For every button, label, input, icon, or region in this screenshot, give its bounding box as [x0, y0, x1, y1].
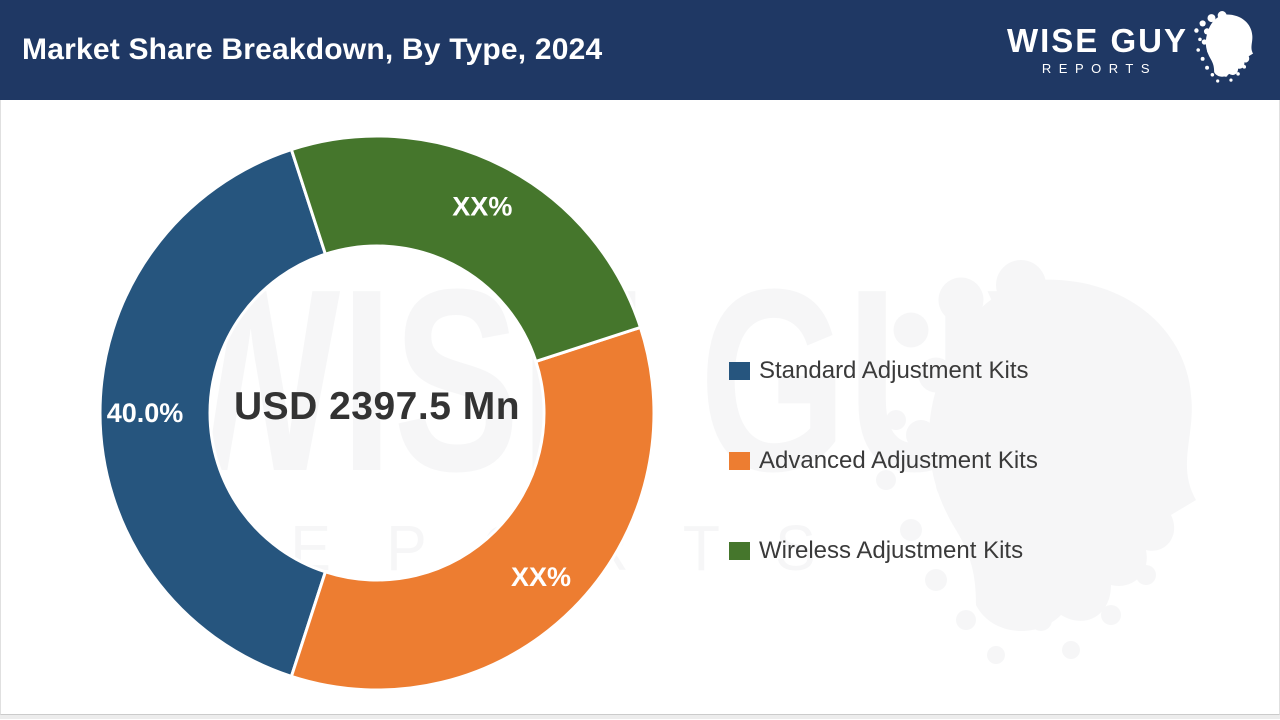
brand-name: WISE GUY [1006, 22, 1188, 59]
legend-swatch-standard [729, 362, 750, 380]
brand-face-icon [1192, 11, 1254, 89]
legend-label-wireless: Wireless Adjustment Kits [759, 537, 1024, 564]
legend-swatch-wireless [729, 542, 750, 560]
legend-item-advanced: Advanced Adjustment Kits [729, 447, 1038, 475]
slice-label-1: XX% [511, 562, 571, 592]
brand-wordmark: WISE GUY REPORTS [1007, 24, 1188, 76]
donut-segment-2 [289, 134, 642, 363]
legend-label-standard: Standard Adjustment Kits [759, 357, 1029, 384]
donut-segment-1 [289, 325, 656, 692]
brand-logo: WISE GUY REPORTS [1007, 11, 1254, 89]
header: Market Share Breakdown, By Type, 2024 WI… [0, 0, 1280, 100]
footer-strip [0, 715, 1280, 719]
page-title: Market Share Breakdown, By Type, 2024 [22, 33, 603, 66]
legend-item-wireless: Wireless Adjustment Kits [729, 537, 1038, 565]
slice-label-2: XX% [452, 191, 512, 221]
legend: Standard Adjustment Kits Advanced Adjust… [729, 357, 1038, 627]
slice-label-0: 40.0% [107, 398, 184, 428]
donut-segment-0 [98, 148, 327, 678]
chart-area: WISE GUY REPORTS 40.0%XX%XX% USD 2397.5 … [0, 100, 1280, 715]
donut-center-value: USD 2397.5 Mn [233, 385, 521, 428]
legend-label-advanced: Advanced Adjustment Kits [759, 447, 1038, 474]
legend-item-standard: Standard Adjustment Kits [729, 357, 1038, 385]
legend-swatch-advanced [729, 452, 750, 470]
brand-subtitle: REPORTS [1041, 61, 1158, 76]
donut-chart: 40.0% XX% XX% [98, 134, 656, 692]
